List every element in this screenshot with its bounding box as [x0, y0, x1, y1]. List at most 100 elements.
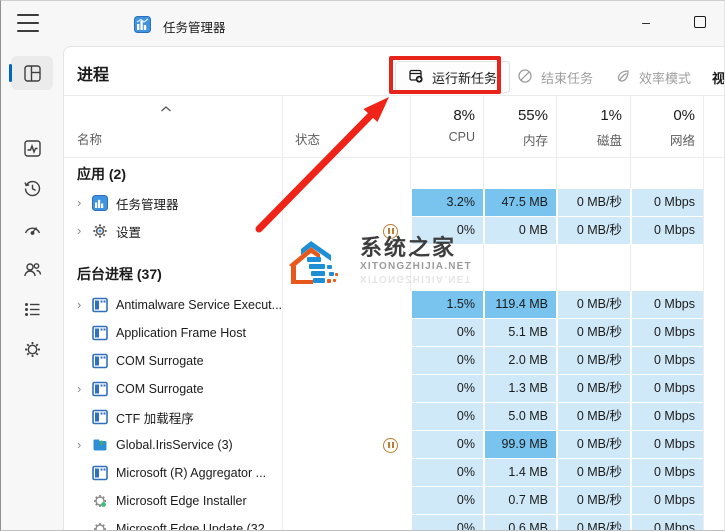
expand-chevron-icon[interactable]: › — [77, 436, 82, 452]
view-menu-button[interactable]: 视 — [712, 68, 725, 87]
disk-total-percent: 1% — [600, 107, 622, 124]
table-row[interactable]: › 设置 0% 0 MB 0 MB/秒 0 Mbps — [64, 217, 724, 245]
table-row[interactable]: › Global.IrisService (3) 0% 99.9 MB 0 MB… — [64, 431, 724, 459]
task-manager-app-icon — [92, 195, 108, 211]
network-value: 0 Mbps — [630, 403, 703, 431]
toolbar: 进程 运行新任务 结束任务 效率模式 视 — [64, 47, 725, 96]
window-title: 任务管理器 — [163, 21, 226, 35]
sidebar-item-users[interactable] — [11, 252, 53, 286]
group-header-apps[interactable]: 应用 (2) — [77, 165, 126, 182]
hamburger-menu-icon[interactable] — [17, 14, 39, 32]
sidebar-item-services[interactable] — [11, 332, 53, 366]
sort-ascending-icon[interactable] — [160, 100, 172, 118]
end-task-label: 结束任务 — [541, 71, 594, 86]
disk-value: 0 MB/秒 — [556, 375, 630, 403]
disk-value: 0 MB/秒 — [556, 189, 630, 217]
sidebar-item-startup-apps[interactable] — [11, 212, 53, 246]
process-name: Microsoft Edge Installer — [116, 494, 247, 508]
process-name: COM Surrogate — [116, 354, 204, 368]
disk-value: 0 MB/秒 — [556, 403, 630, 431]
run-new-task-button[interactable]: 运行新任务 — [395, 61, 511, 93]
end-task-icon — [517, 68, 533, 87]
cpu-value: 0% — [410, 217, 483, 245]
table-row[interactable]: COM Surrogate 0% 2.0 MB 0 MB/秒 0 Mbps — [64, 347, 724, 375]
process-name: 设置 — [116, 225, 142, 240]
sidebar-item-processes[interactable] — [9, 56, 53, 90]
network-value: 0 Mbps — [630, 515, 703, 530]
process-name: COM Surrogate — [116, 382, 204, 396]
table-row[interactable]: Microsoft Edge Update (32... 0% 0.6 MB 0… — [64, 515, 724, 531]
disk-value: 0 MB/秒 — [556, 515, 630, 530]
process-name: Global.IrisService (3) — [116, 438, 233, 452]
edge-update-icon — [92, 521, 108, 530]
page-title: 进程 — [77, 67, 110, 84]
generic-app-icon — [92, 465, 108, 481]
efficiency-mode-button[interactable]: 效率模式 — [615, 68, 691, 87]
column-header-network[interactable]: 网络 — [669, 134, 695, 148]
cpu-value: 0% — [410, 487, 483, 515]
expand-chevron-icon[interactable]: › — [77, 380, 82, 396]
process-name: CTF 加载程序 — [116, 411, 194, 426]
memory-value: 119.4 MB — [483, 291, 556, 319]
pause-status-icon — [383, 437, 398, 453]
expand-chevron-icon[interactable]: › — [77, 222, 82, 238]
network-value: 0 Mbps — [630, 487, 703, 515]
column-header-status[interactable]: 状态 — [295, 133, 321, 147]
network-value: 0 Mbps — [630, 189, 703, 217]
column-header-memory[interactable]: 内存 — [522, 134, 548, 148]
memory-value: 99.9 MB — [483, 431, 556, 459]
generic-app-icon — [92, 381, 108, 397]
process-name: 任务管理器 — [116, 197, 179, 212]
cpu-value: 0% — [410, 375, 483, 403]
generic-app-icon — [92, 409, 108, 425]
memory-value: 47.5 MB — [483, 189, 556, 217]
cpu-value: 0% — [410, 347, 483, 375]
network-value: 0 Mbps — [630, 319, 703, 347]
end-task-button[interactable]: 结束任务 — [517, 68, 593, 87]
leaf-icon — [615, 68, 631, 87]
sidebar-item-details[interactable] — [11, 292, 53, 326]
network-value: 0 Mbps — [630, 431, 703, 459]
column-divider — [282, 95, 283, 530]
network-value: 0 Mbps — [630, 291, 703, 319]
table-row[interactable]: Application Frame Host 0% 5.1 MB 0 MB/秒 … — [64, 319, 724, 347]
network-value: 0 Mbps — [630, 217, 703, 245]
memory-value: 5.0 MB — [483, 403, 556, 431]
column-header-disk[interactable]: 磁盘 — [596, 134, 622, 148]
sidebar-item-performance[interactable] — [11, 131, 53, 165]
table-row[interactable]: Microsoft Edge Installer 0% 0.7 MB 0 MB/… — [64, 487, 724, 515]
maximize-button[interactable] — [677, 1, 723, 43]
table-row[interactable]: › COM Surrogate 0% 1.3 MB 0 MB/秒 0 Mbps — [64, 375, 724, 403]
pause-status-icon — [383, 223, 398, 239]
cpu-value: 0% — [410, 319, 483, 347]
table-row[interactable]: Microsoft (R) Aggregator ... 0% 1.4 MB 0… — [64, 459, 724, 487]
expand-chevron-icon[interactable]: › — [77, 296, 82, 312]
column-header-cpu[interactable]: CPU — [448, 130, 475, 144]
services-icon — [22, 339, 43, 360]
generic-app-icon — [92, 297, 108, 313]
table-row[interactable]: › Antimalware Service Execut... 1.5% 119… — [64, 291, 724, 319]
sidebar-item-app-history[interactable] — [11, 171, 53, 205]
title-bar: 任务管理器 – — [1, 1, 724, 46]
table-row[interactable]: CTF 加载程序 0% 5.0 MB 0 MB/秒 0 Mbps — [64, 403, 724, 431]
table-row[interactable]: › 任务管理器 3.2% 47.5 MB 0 MB/秒 0 Mbps — [64, 189, 724, 217]
disk-value: 0 MB/秒 — [556, 487, 630, 515]
network-value: 0 Mbps — [630, 347, 703, 375]
task-manager-app-icon — [134, 16, 151, 33]
process-name: Microsoft Edge Update (32... — [116, 522, 276, 531]
memory-value: 0.7 MB — [483, 487, 556, 515]
content-card: 进程 运行新任务 结束任务 效率模式 视 名称 — [63, 46, 725, 531]
generic-app-icon — [92, 353, 108, 369]
column-header-name[interactable]: 名称 — [77, 133, 103, 147]
process-name: Application Frame Host — [116, 326, 246, 340]
group-header-background-processes[interactable]: 后台进程 (37) — [77, 266, 162, 282]
memory-value: 5.1 MB — [483, 319, 556, 347]
memory-value: 1.4 MB — [483, 459, 556, 487]
column-divider — [703, 95, 704, 530]
expand-chevron-icon[interactable]: › — [77, 194, 82, 210]
disk-value: 0 MB/秒 — [556, 459, 630, 487]
edge-installer-icon — [92, 493, 108, 509]
view-menu-label: 视 — [712, 71, 725, 86]
minimize-button[interactable]: – — [642, 14, 650, 30]
process-name: Microsoft (R) Aggregator ... — [116, 466, 267, 480]
